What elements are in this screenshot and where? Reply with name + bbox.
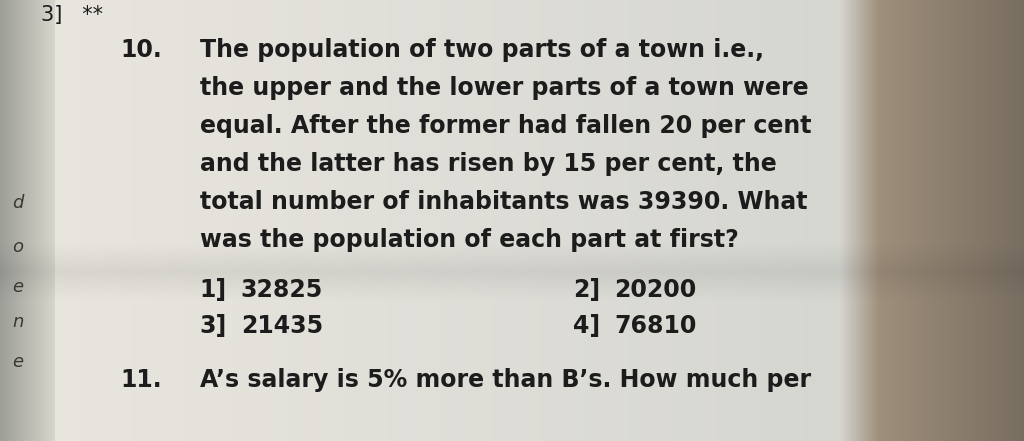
Text: 4]: 4] [573,314,600,338]
Text: and the latter has risen by 15 per cent, the: and the latter has risen by 15 per cent,… [200,152,776,176]
Text: 76810: 76810 [614,314,696,338]
Text: e: e [12,278,24,295]
Text: 3]: 3] [200,314,227,338]
Text: total number of inhabitants was 39390. What: total number of inhabitants was 39390. W… [200,190,807,214]
Text: d: d [12,194,24,212]
Text: 10.: 10. [121,38,163,62]
Text: 3]   **: 3] ** [41,5,103,25]
Text: 21435: 21435 [241,314,323,338]
Text: e: e [12,353,24,370]
Text: The population of two parts of a town i.e.,: The population of two parts of a town i.… [200,38,764,62]
Text: A’s salary is 5% more than B’s. How much per: A’s salary is 5% more than B’s. How much… [200,368,811,392]
Text: 1]: 1] [200,278,226,302]
Text: 20200: 20200 [614,278,696,302]
Text: 32825: 32825 [241,278,323,302]
Text: was the population of each part at first?: was the population of each part at first… [200,228,738,252]
Text: equal. After the former had fallen 20 per cent: equal. After the former had fallen 20 pe… [200,114,811,138]
Text: 2]: 2] [573,278,600,302]
Text: 11.: 11. [121,368,163,392]
Text: n: n [12,313,24,331]
Text: o: o [12,238,23,256]
Text: the upper and the lower parts of a town were: the upper and the lower parts of a town … [200,76,808,100]
